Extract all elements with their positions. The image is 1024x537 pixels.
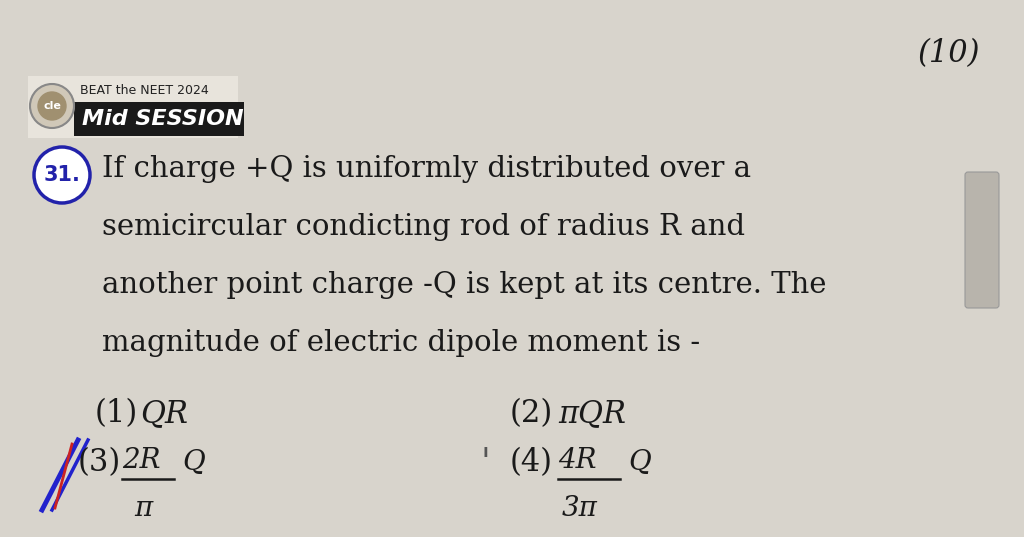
Text: semicircular condicting rod of radius R and: semicircular condicting rod of radius R … xyxy=(102,213,745,241)
Text: cle: cle xyxy=(43,101,61,111)
Text: π: π xyxy=(134,495,153,522)
Text: 2R: 2R xyxy=(122,447,161,474)
Text: Q: Q xyxy=(182,449,205,476)
Text: ': ' xyxy=(480,446,489,480)
Text: πQR: πQR xyxy=(558,398,626,429)
Text: (10): (10) xyxy=(918,38,980,69)
Text: Mid SESSION: Mid SESSION xyxy=(82,109,244,129)
Text: magnitude of electric dipole moment is -: magnitude of electric dipole moment is - xyxy=(102,329,700,357)
Text: If charge +Q is uniformly distributed over a: If charge +Q is uniformly distributed ov… xyxy=(102,155,752,183)
Text: (4): (4) xyxy=(510,447,553,478)
Text: BEAT the NEET 2024: BEAT the NEET 2024 xyxy=(80,84,209,97)
Text: 31.: 31. xyxy=(44,165,81,185)
Circle shape xyxy=(38,92,66,120)
FancyBboxPatch shape xyxy=(965,172,999,308)
FancyBboxPatch shape xyxy=(28,76,238,138)
Text: 3π: 3π xyxy=(562,495,598,522)
Text: 4R: 4R xyxy=(558,447,597,474)
Text: (2): (2) xyxy=(510,398,553,429)
FancyBboxPatch shape xyxy=(74,102,244,136)
Text: QR: QR xyxy=(140,398,188,429)
Text: Q: Q xyxy=(628,449,650,476)
Text: (1): (1) xyxy=(95,398,138,429)
Circle shape xyxy=(30,84,74,128)
Text: (3): (3) xyxy=(78,447,121,478)
Circle shape xyxy=(34,147,90,203)
Text: another point charge -Q is kept at its centre. The: another point charge -Q is kept at its c… xyxy=(102,271,826,299)
